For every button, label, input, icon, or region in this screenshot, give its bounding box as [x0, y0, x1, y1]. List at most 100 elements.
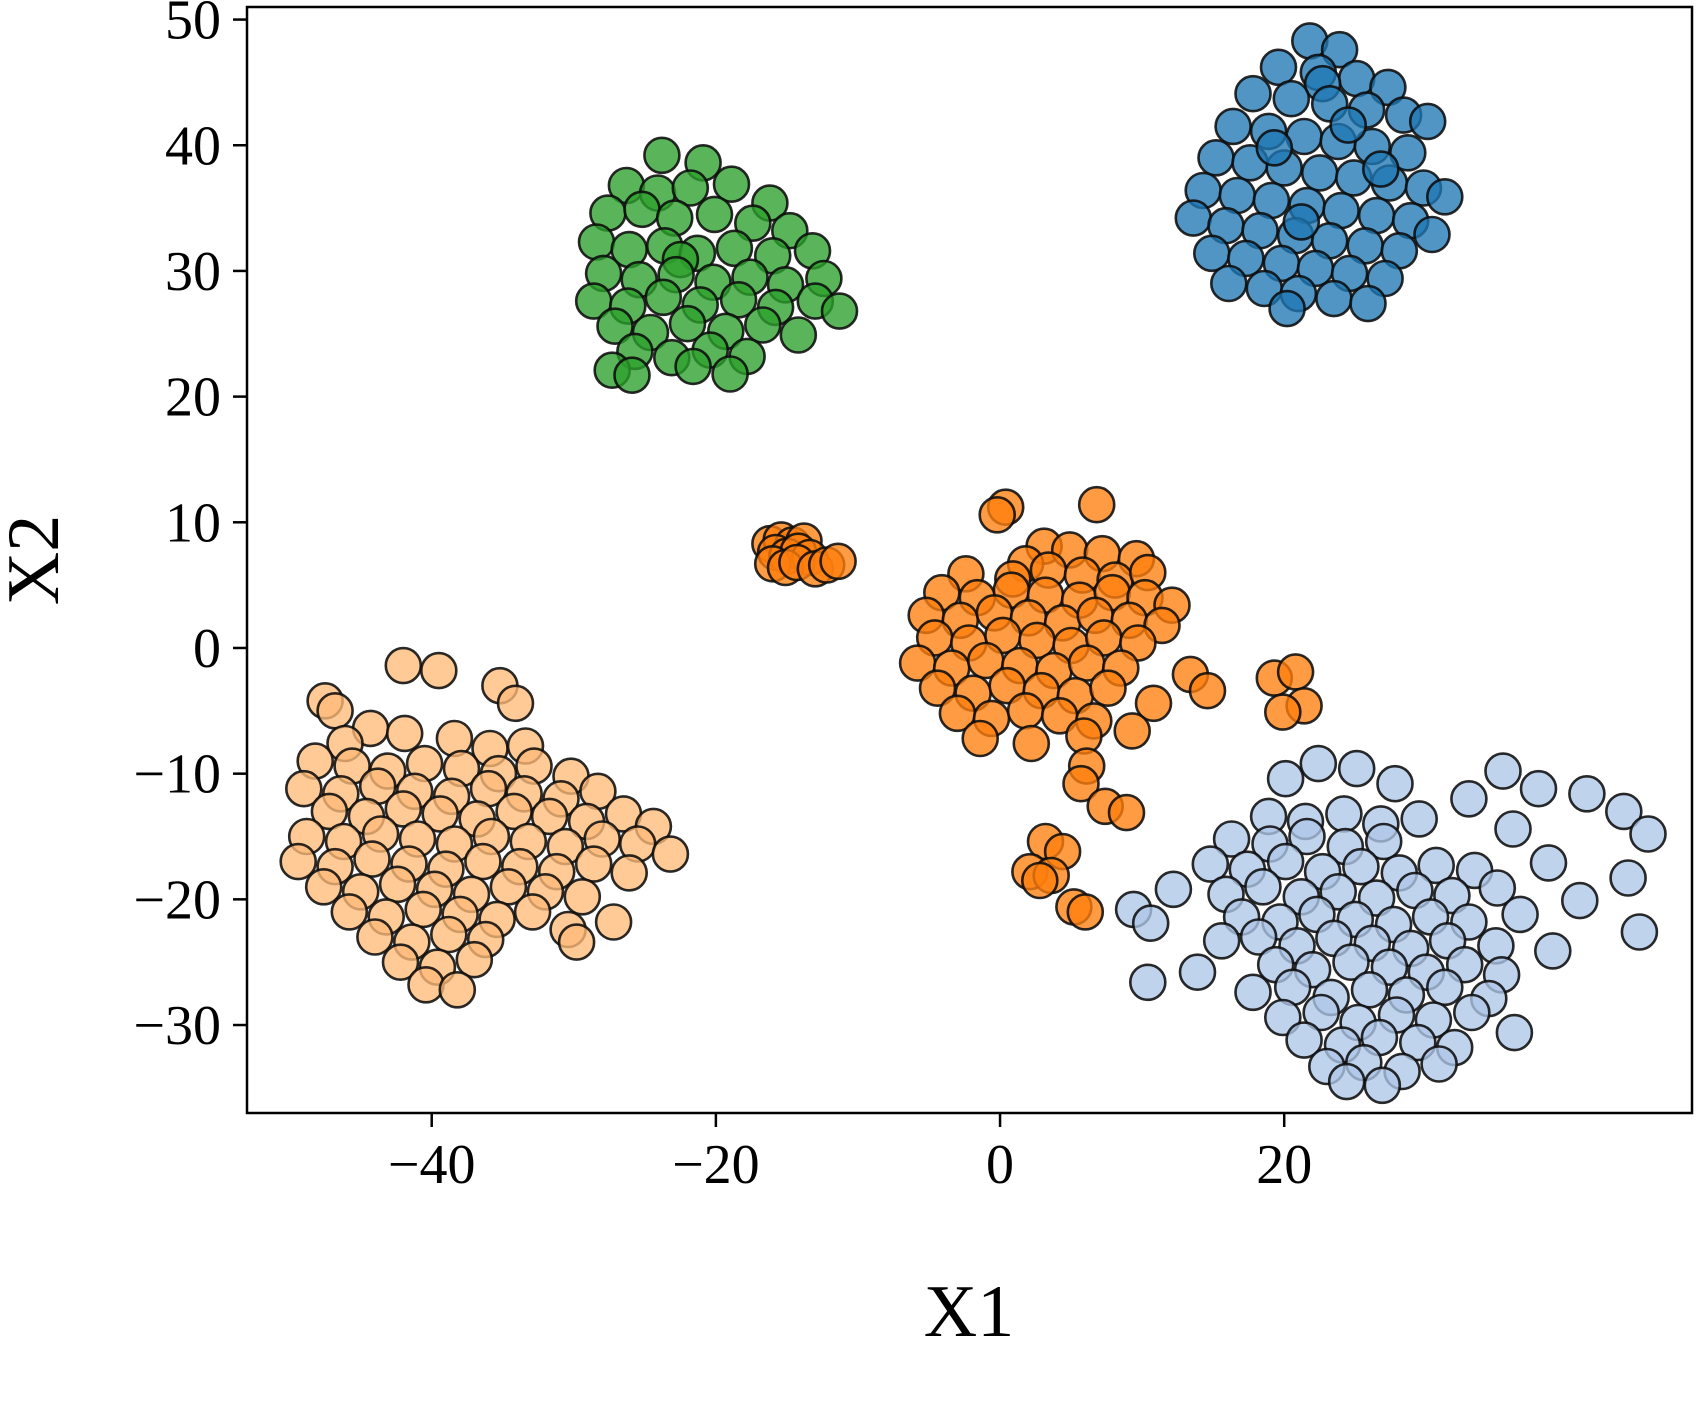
scatter-point-cluster-light-orange	[284, 769, 323, 808]
y-tick-label: 40	[165, 115, 221, 177]
scatter-point-cluster-light-blue	[1501, 895, 1539, 934]
scatter-point-cluster-green	[715, 229, 754, 268]
scatter-point-cluster-light-blue	[1629, 815, 1667, 853]
scatter-point-cluster-light-blue	[1266, 842, 1305, 881]
scatter-point-cluster-blue	[1362, 150, 1400, 188]
scatter-point-cluster-light-blue	[1288, 817, 1326, 856]
scatter-point-cluster-light-blue	[1191, 845, 1230, 883]
scatter-point-cluster-light-orange	[651, 835, 690, 873]
x-tick-label: 0	[986, 1134, 1014, 1196]
scatter-point-cluster-green	[623, 190, 661, 229]
scatter-point-cluster-light-blue	[1417, 846, 1455, 885]
scatter-point-cluster-light-orange	[421, 795, 460, 833]
scatter-point-cluster-light-blue	[1484, 752, 1522, 790]
scatter-point-cluster-light-orange	[279, 842, 318, 881]
scatter-point-cluster-blue	[1268, 289, 1306, 328]
scatter-point-cluster-orange	[1134, 684, 1173, 723]
scatter-point-cluster-blue	[1389, 134, 1427, 172]
scatter-point-cluster-light-blue	[1453, 993, 1491, 1032]
scatter-point-cluster-light-orange	[407, 965, 445, 1004]
scatter-point-cluster-light-orange	[384, 790, 423, 828]
y-axis-label: X2	[0, 515, 75, 605]
scatter-point-cluster-green	[613, 356, 651, 395]
scatter-point-cluster-light-orange	[381, 943, 420, 982]
scatter-point-cluster-light-blue	[1302, 993, 1340, 1032]
scatter-point-cluster-light-blue	[1299, 744, 1338, 783]
scatter-point-cluster-orange	[1089, 669, 1127, 708]
scatter-point-cluster-light-blue	[1327, 1062, 1366, 1101]
scatter-point-cluster-blue	[1329, 106, 1367, 144]
scatter-point-cluster-light-orange	[563, 877, 602, 916]
scatter-point-cluster-green	[743, 306, 782, 344]
scatter-point-cluster-light-blue	[1529, 844, 1568, 882]
scatter-point-cluster-light-orange	[304, 867, 343, 906]
scatter-point-cluster-light-orange	[530, 797, 569, 836]
scatter-point-cluster-green	[577, 223, 616, 261]
scatter-point-cluster-light-orange	[429, 915, 468, 954]
scatter-point-cluster-blue	[1197, 139, 1235, 177]
scatter-point-cluster-blue	[1300, 154, 1339, 192]
scatter-point-cluster-green	[719, 280, 758, 319]
scatter-point-cluster-orange	[961, 719, 1000, 758]
scatter-point-cluster-blue	[1413, 215, 1451, 254]
scatter-point-cluster-orange	[1062, 764, 1100, 803]
y-tick-label: 50	[165, 0, 221, 52]
y-tick-label: 30	[165, 241, 221, 303]
scatter-point-cluster-light-orange	[353, 840, 391, 878]
scatter-point-cluster-light-blue	[1568, 774, 1606, 813]
scatter-point-cluster-light-blue	[1605, 792, 1643, 831]
scatter-point-cluster-light-blue	[1420, 1045, 1458, 1083]
scatter-point-cluster-light-blue	[1154, 870, 1193, 909]
scatter-point-cluster-green	[671, 169, 710, 207]
scatter-point-cluster-light-blue	[1131, 904, 1170, 943]
scatter-point-cluster-green	[820, 292, 859, 330]
scatter-point-cluster-orange	[819, 542, 857, 581]
scatter-point-cluster-light-orange	[574, 845, 613, 883]
scatter-point-cluster-light-orange	[513, 893, 552, 931]
scatter-point-cluster-blue	[1214, 107, 1252, 146]
scatter-point-cluster-light-blue	[1400, 800, 1438, 838]
scatter-point-cluster-light-blue	[1129, 963, 1167, 1002]
scatter-point-cluster-green	[711, 355, 749, 393]
scatter-point-cluster-green	[644, 278, 683, 317]
y-tick-label: 20	[165, 367, 221, 429]
scatter-point-cluster-light-blue	[1234, 973, 1272, 1012]
scatter-point-cluster-light-orange	[557, 923, 596, 961]
scatter-point-cluster-light-blue	[1519, 769, 1558, 808]
scatter-point-cluster-light-blue	[1478, 869, 1517, 907]
scatter-point-cluster-light-blue	[1450, 779, 1488, 818]
scatter-point-cluster-light-orange	[496, 684, 535, 723]
scatter-point-cluster-light-orange	[438, 970, 477, 1009]
scatter-point-cluster-blue	[1315, 279, 1353, 318]
scatter-point-cluster-blue	[1174, 199, 1213, 237]
scatter-point-cluster-orange	[1012, 724, 1051, 763]
y-tick-label: 0	[193, 618, 221, 680]
y-tick-label: −20	[133, 869, 221, 931]
scatter-point-cluster-light-orange	[419, 651, 458, 690]
x-tick-label: −20	[672, 1134, 760, 1196]
x-tick-label: 20	[1256, 1134, 1312, 1196]
scatter-point-cluster-light-blue	[1495, 1013, 1534, 1052]
scatter-point-cluster-light-blue	[1332, 943, 1370, 982]
scatter-point-cluster-green	[674, 347, 712, 386]
scatter-points-layer	[279, 22, 1667, 1105]
scatter-point-cluster-orange	[1264, 693, 1302, 731]
scatter-point-cluster-light-blue	[1266, 759, 1305, 798]
scatter-point-cluster-light-blue	[1325, 795, 1363, 833]
scatter-point-cluster-light-orange	[356, 918, 394, 956]
scatter-point-cluster-green	[712, 165, 751, 203]
scatter-point-cluster-orange	[978, 495, 1017, 534]
scatter-point-cluster-light-orange	[404, 890, 443, 929]
scatter-point-cluster-orange	[1188, 671, 1227, 710]
scatter-point-cluster-light-orange	[378, 865, 417, 904]
x-axis-label: X1	[924, 1271, 1014, 1353]
scatter-point-cluster-green	[668, 304, 707, 343]
scatter-point-cluster-green	[596, 307, 634, 346]
y-tick-label: −10	[133, 744, 221, 806]
scatter-point-cluster-light-orange	[489, 867, 528, 906]
scatter-point-cluster-orange	[1107, 793, 1146, 832]
scatter-point-cluster-green	[733, 204, 772, 242]
scatter-point-cluster-light-blue	[1285, 1021, 1323, 1059]
